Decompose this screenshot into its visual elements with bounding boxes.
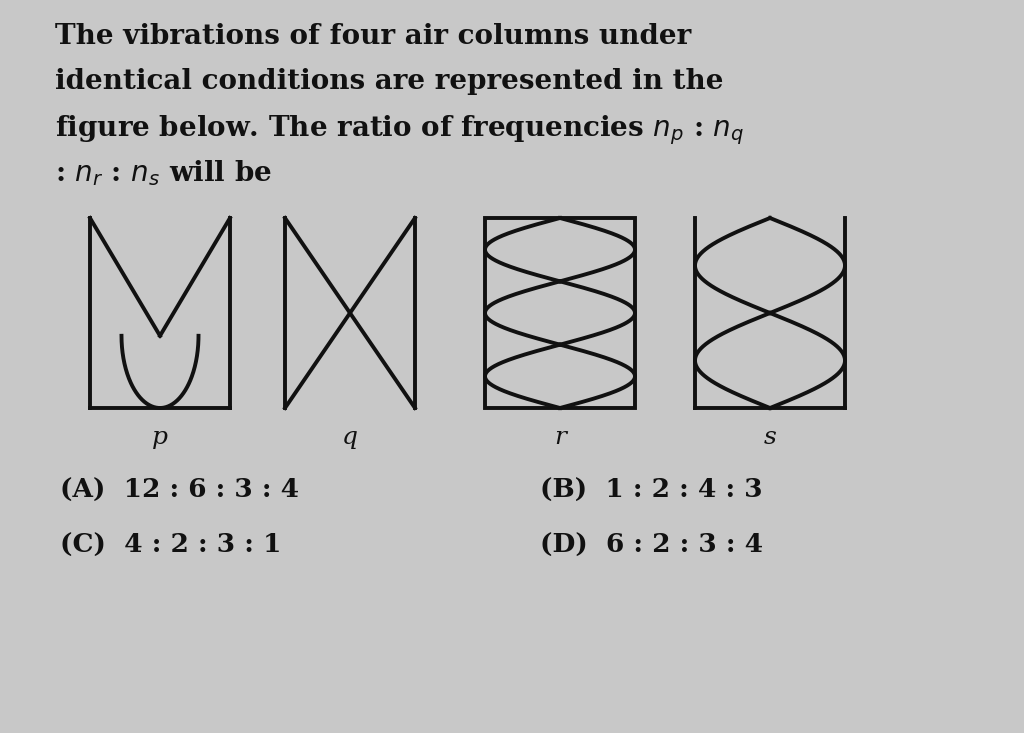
Text: (C)  4 : 2 : 3 : 1: (C) 4 : 2 : 3 : 1 bbox=[60, 533, 282, 558]
Text: s: s bbox=[764, 426, 776, 449]
Text: p: p bbox=[152, 426, 168, 449]
Bar bbox=[485, 218, 635, 408]
Text: : $n_r$ : $n_s$ will be: : $n_r$ : $n_s$ will be bbox=[55, 158, 272, 188]
Text: (A)  12 : 6 : 3 : 4: (A) 12 : 6 : 3 : 4 bbox=[60, 478, 299, 503]
Text: r: r bbox=[554, 426, 566, 449]
Text: (D)  6 : 2 : 3 : 4: (D) 6 : 2 : 3 : 4 bbox=[540, 533, 763, 558]
Text: The vibrations of four air columns under: The vibrations of four air columns under bbox=[55, 23, 691, 50]
Text: identical conditions are represented in the: identical conditions are represented in … bbox=[55, 68, 724, 95]
Text: figure below. The ratio of frequencies $n_p$ : $n_q$: figure below. The ratio of frequencies $… bbox=[55, 113, 744, 147]
Text: (B)  1 : 2 : 4 : 3: (B) 1 : 2 : 4 : 3 bbox=[540, 478, 763, 503]
Text: q: q bbox=[342, 426, 358, 449]
